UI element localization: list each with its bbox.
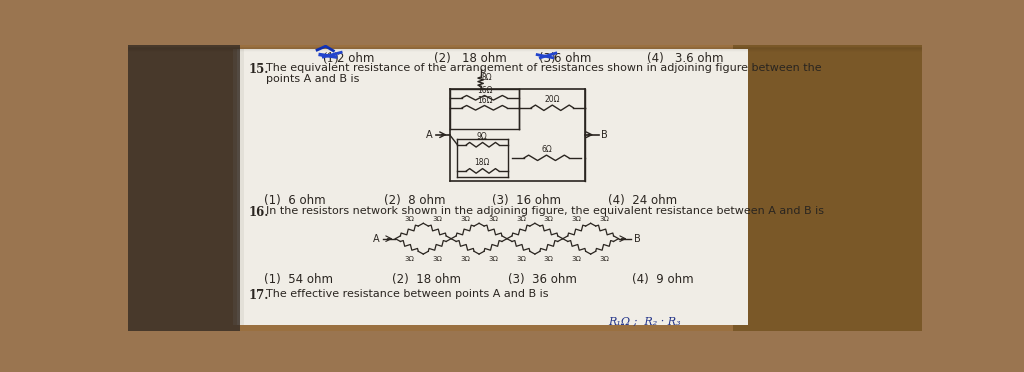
Text: (4)  9 ohm: (4) 9 ohm — [632, 273, 693, 286]
Text: (4)  24 ohm: (4) 24 ohm — [608, 194, 678, 207]
Text: (1): (1) — [322, 52, 338, 65]
Text: A: A — [426, 130, 432, 140]
Text: 3Ω: 3Ω — [516, 216, 526, 222]
Text: 3Ω: 3Ω — [571, 256, 582, 262]
Text: (1)  6 ohm: (1) 6 ohm — [263, 194, 326, 207]
Text: B: B — [601, 130, 607, 140]
Text: (2)   18 ohm: (2) 18 ohm — [434, 52, 507, 65]
Text: 3Ω: 3Ω — [460, 256, 470, 262]
Text: 16Ω: 16Ω — [477, 86, 493, 95]
Text: (1)  54 ohm: (1) 54 ohm — [263, 273, 333, 286]
Text: (3)  36 ohm: (3) 36 ohm — [508, 273, 577, 286]
Text: 3Ω: 3Ω — [432, 216, 442, 222]
FancyBboxPatch shape — [732, 45, 922, 331]
FancyBboxPatch shape — [128, 47, 922, 48]
Text: 3Ω: 3Ω — [600, 216, 609, 222]
Text: 3Ω: 3Ω — [544, 256, 554, 262]
Text: 16.: 16. — [248, 206, 268, 219]
Text: 3Ω: 3Ω — [488, 256, 498, 262]
Text: (4)   3.6 ohm: (4) 3.6 ohm — [647, 52, 724, 65]
FancyBboxPatch shape — [128, 45, 241, 331]
Text: In the resistors network shown in the adjoining figure, the equivalent resistanc: In the resistors network shown in the ad… — [266, 206, 824, 215]
Text: 18Ω: 18Ω — [474, 158, 489, 167]
Text: 3Ω: 3Ω — [404, 216, 415, 222]
Text: 16Ω: 16Ω — [477, 96, 493, 105]
Text: 15.: 15. — [248, 63, 268, 76]
Text: (2)  18 ohm: (2) 18 ohm — [391, 273, 461, 286]
Text: 3Ω: 3Ω — [600, 256, 609, 262]
FancyBboxPatch shape — [232, 49, 245, 325]
Text: (2)  8 ohm: (2) 8 ohm — [384, 194, 445, 207]
Text: 2 ohm: 2 ohm — [337, 52, 375, 65]
FancyBboxPatch shape — [128, 45, 922, 331]
Text: The equivalent resistance of the arrangement of resistances shown in adjoining f: The equivalent resistance of the arrange… — [266, 63, 821, 73]
Text: 17.: 17. — [248, 289, 268, 302]
Text: 3Ω: 3Ω — [516, 256, 526, 262]
Text: 3Ω: 3Ω — [404, 256, 415, 262]
Text: (3)  16 ohm: (3) 16 ohm — [493, 194, 561, 207]
FancyBboxPatch shape — [237, 49, 748, 325]
Text: 6 ohm: 6 ohm — [554, 52, 592, 65]
Text: The effective resistance between points A and B is: The effective resistance between points … — [266, 289, 549, 299]
Text: 20Ω: 20Ω — [544, 95, 560, 104]
Text: (3): (3) — [539, 52, 555, 65]
Text: 3Ω: 3Ω — [460, 216, 470, 222]
Text: B: B — [634, 234, 641, 244]
Text: A: A — [374, 234, 380, 244]
Text: 3Ω: 3Ω — [432, 256, 442, 262]
Text: 3Ω: 3Ω — [571, 216, 582, 222]
Text: points A and B is: points A and B is — [266, 74, 359, 84]
Text: 9Ω: 9Ω — [477, 132, 487, 141]
Text: 3Ω: 3Ω — [544, 216, 554, 222]
Text: R₁Ω ;  R₂ · R₃: R₁Ω ; R₂ · R₃ — [608, 317, 681, 327]
Text: 3Ω: 3Ω — [488, 216, 498, 222]
Text: 6Ω: 6Ω — [541, 145, 552, 154]
Text: 8Ω: 8Ω — [481, 73, 493, 81]
